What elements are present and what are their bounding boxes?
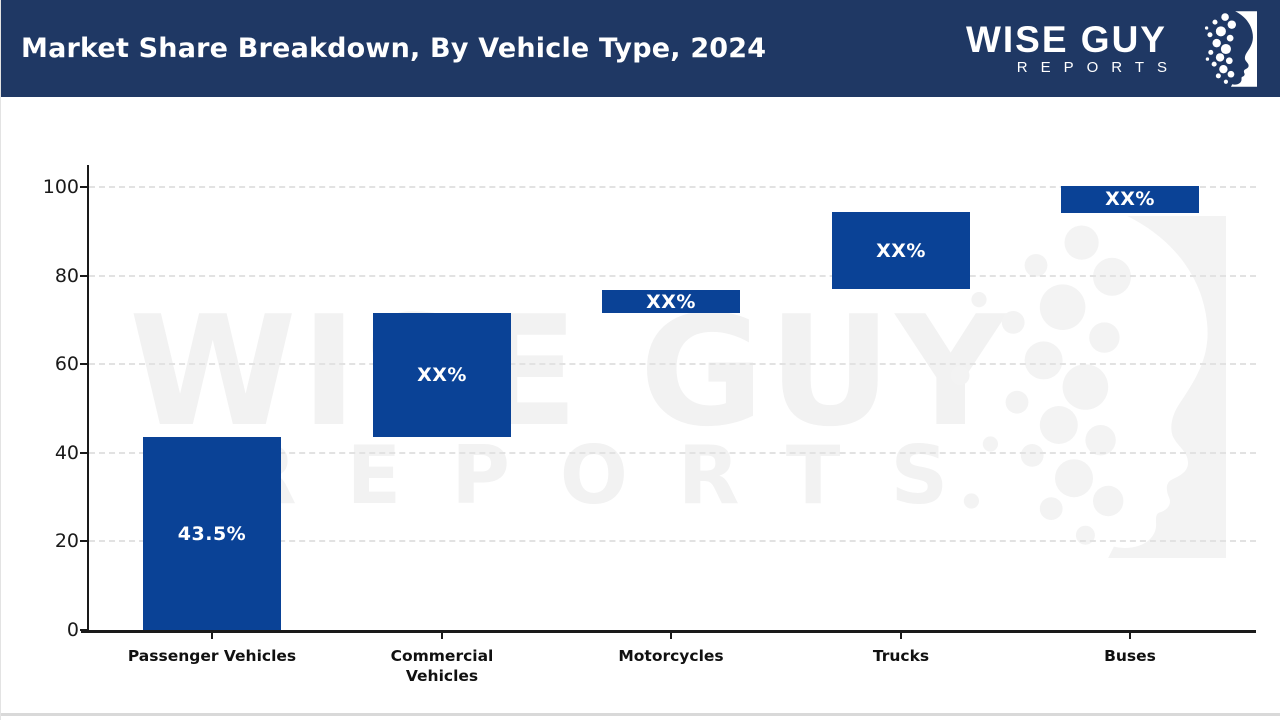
watermark-wordmark: WISE GUY <box>129 283 1010 460</box>
x-category-label: Commercial Vehicles <box>332 646 552 686</box>
page-title: Market Share Breakdown, By Vehicle Type,… <box>21 33 767 64</box>
x-category-label-line: Motorcycles <box>618 647 724 665</box>
chart-canvas: WISE GUY REPORTS 0 20 40 60 80 100 43.5% Passen… <box>1 97 1280 720</box>
y-tick-mark <box>80 186 87 188</box>
y-tick-label: 0 <box>66 619 79 641</box>
y-tick-mark <box>80 274 87 277</box>
y-tick-mark <box>80 540 87 543</box>
bar-segment: XX% <box>602 289 740 314</box>
gridline <box>89 363 1256 366</box>
gridline <box>89 451 1256 454</box>
x-category-label-line: Trucks <box>872 647 930 665</box>
x-category-label: Motorcycles <box>561 646 781 666</box>
y-tick-label: 100 <box>42 176 79 198</box>
plot-region: 0 20 40 60 80 100 43.5% Passenger Vehicles XX% Co… <box>1 97 1280 720</box>
bar-segment: XX% <box>832 212 970 289</box>
x-category-label-line: Vehicles <box>405 667 479 685</box>
y-tick-label: 20 <box>54 530 79 553</box>
y-tick-label: 60 <box>54 353 79 376</box>
x-category-label-line: Buses <box>1104 647 1156 665</box>
bar-value-label: XX% <box>417 364 467 387</box>
x-category-label-line: Passenger Vehicles <box>127 647 297 665</box>
x-category-label: Buses <box>1020 646 1240 666</box>
bar-segment: XX% <box>373 313 511 438</box>
x-category-label: Passenger Vehicles <box>102 646 322 666</box>
x-tick-mark <box>211 633 213 639</box>
logo-text: WISE GUY REPORTS <box>965 18 1167 77</box>
y-axis-line <box>87 165 89 630</box>
x-tick-mark <box>670 633 672 639</box>
x-tick-mark <box>900 633 902 639</box>
x-category-label-line: Commercial <box>390 647 494 665</box>
y-tick-mark <box>80 451 87 454</box>
gridline <box>89 274 1256 277</box>
watermark-subtext: REPORTS <box>235 429 999 522</box>
bar-segment: 43.5% <box>143 437 281 630</box>
x-tick-mark <box>1129 633 1131 639</box>
gridline <box>89 186 1256 188</box>
bar-value-label: 43.5% <box>177 522 247 545</box>
watermark-head-icon <box>950 216 1226 558</box>
head-profile-icon <box>1204 10 1257 87</box>
x-category-label: Trucks <box>791 646 1011 666</box>
logo-subtext: REPORTS <box>1016 58 1180 76</box>
x-axis-line <box>81 630 1256 633</box>
y-tick-label: 80 <box>54 264 79 287</box>
x-tick-mark <box>441 633 443 639</box>
header-bar: Market Share Breakdown, By Vehicle Type,… <box>1 0 1280 97</box>
bar-value-label: XX% <box>646 290 696 313</box>
y-tick-label: 40 <box>54 441 79 464</box>
bar-segment: XX% <box>1061 186 1199 213</box>
y-tick-mark <box>80 363 87 366</box>
logo-wordmark: WISE GUY <box>965 18 1167 60</box>
wise-guy-reports-logo: WISE GUY REPORTS <box>966 8 1257 90</box>
bottom-divider <box>1 713 1280 716</box>
bar-value-label: XX% <box>876 239 926 262</box>
gridline <box>89 540 1256 543</box>
bar-value-label: XX% <box>1105 188 1155 211</box>
